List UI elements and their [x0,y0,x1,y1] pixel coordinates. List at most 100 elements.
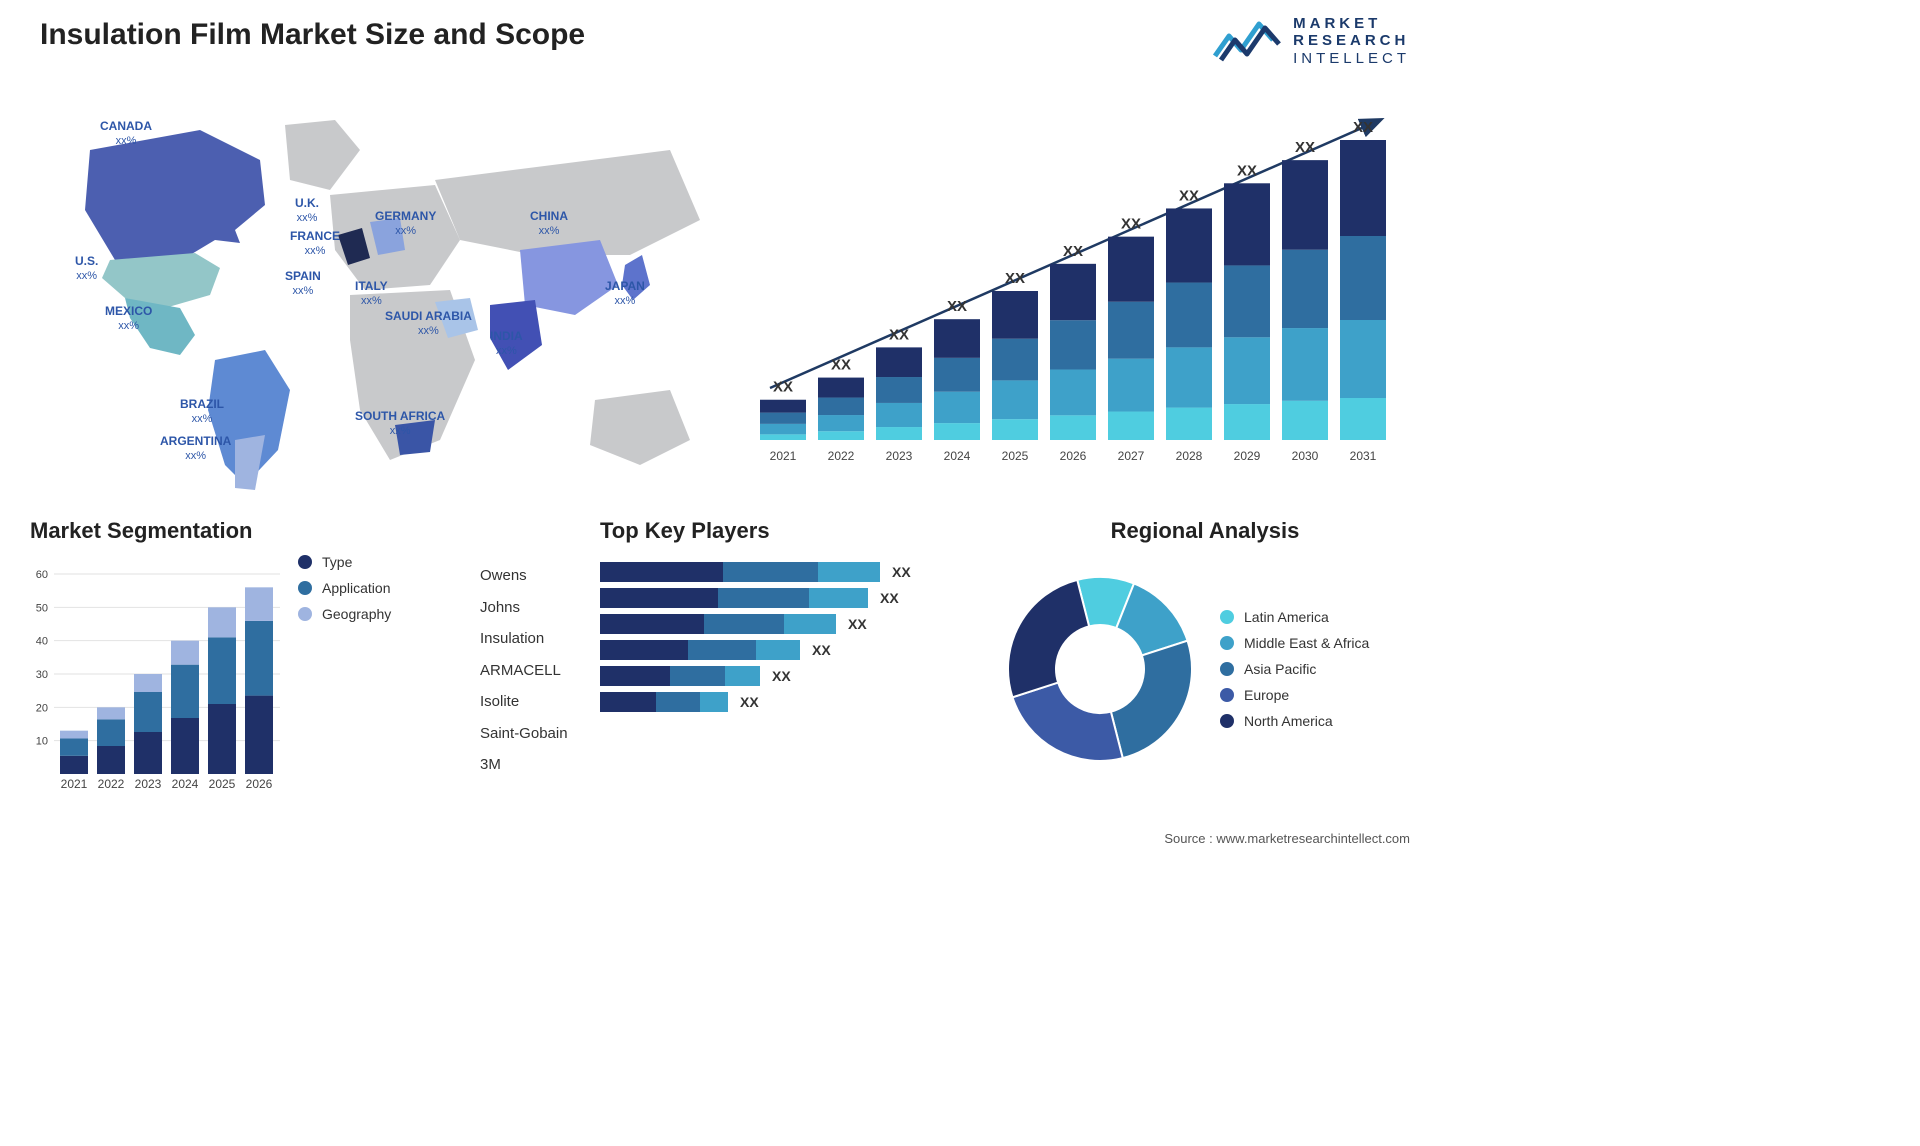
legend-swatch [298,581,312,595]
forecast-bar-seg [992,339,1038,381]
forecast-value-label: XX [1121,216,1141,233]
seg-year-label: 2024 [172,777,199,791]
seg-bar-seg [134,732,162,774]
regional-title: Regional Analysis [1000,518,1410,544]
segmentation-legend: TypeApplicationGeography [298,554,391,622]
page-title: Insulation Film Market Size and Scope [40,18,585,52]
world-map: CANADAxx%U.S.xx%MEXICOxx%BRAZILxx%ARGENT… [30,90,720,490]
seg-bar-seg [245,696,273,774]
seg-bar-seg [171,665,199,718]
forecast-bar-seg [1166,347,1212,407]
map-label: JAPANxx% [605,280,645,308]
legend-label: Europe [1244,687,1289,703]
player-bar-seg [725,666,760,686]
forecast-bar-chart: XX2021XX2022XX2023XX2024XX2025XX2026XX20… [740,110,1410,470]
forecast-bar-seg [1340,398,1386,440]
player-value-label: XX [812,642,831,658]
legend-swatch [298,555,312,569]
player-row: XX [600,588,980,608]
forecast-bar-seg [876,347,922,377]
legend-item: Application [298,580,391,596]
forecast-year-label: 2031 [1350,449,1377,463]
forecast-bar-seg [934,423,980,440]
seg-ytick: 40 [36,636,48,648]
legend-item: North America [1220,713,1369,729]
forecast-bar-seg [992,380,1038,419]
forecast-value-label: XX [1005,270,1025,287]
seg-bar-seg [97,719,125,746]
forecast-bar-seg [1282,401,1328,440]
forecast-bar-seg [1108,237,1154,302]
map-label: ARGENTINAxx% [160,435,231,463]
seg-bar-seg [208,704,236,774]
forecast-bar-seg [1224,337,1270,404]
forecast-bar-seg [934,392,980,423]
forecast-value-label: XX [947,298,967,315]
player-bar-seg [600,614,704,634]
brand-logo: MARKET RESEARCH INTELLECT [1213,15,1410,67]
forecast-bar-seg [818,398,864,415]
player-bar-seg [688,640,756,660]
legend-swatch [1220,636,1234,650]
forecast-year-label: 2027 [1118,449,1145,463]
legend-label: North America [1244,713,1333,729]
player-bar-seg [600,692,656,712]
map-label: CANADAxx% [100,120,152,148]
forecast-bar-seg [876,427,922,440]
logo-mark-icon [1213,16,1283,66]
forecast-bar-seg [1224,404,1270,440]
seg-ytick: 20 [36,702,48,714]
forecast-bar-seg [1050,264,1096,320]
legend-swatch [1220,714,1234,728]
forecast-bar-seg [1224,265,1270,337]
legend-swatch [1220,662,1234,676]
forecast-value-label: XX [1179,187,1199,204]
map-region-usa [102,253,220,308]
player-bar-seg [600,666,670,686]
player-bar [600,640,800,660]
legend-swatch [1220,610,1234,624]
player-bar-seg [600,562,723,582]
forecast-year-label: 2023 [886,449,913,463]
map-label: GERMANYxx% [375,210,436,238]
regional-legend: Latin AmericaMiddle East & AfricaAsia Pa… [1220,609,1369,729]
legend-swatch [1220,688,1234,702]
player-value-label: XX [740,694,759,710]
logo-line2: RESEARCH [1293,32,1410,49]
seg-bar-seg [171,641,199,665]
company-list-item: Isolite [480,686,590,718]
player-bar-seg [670,666,724,686]
seg-year-label: 2026 [246,777,273,791]
seg-ytick: 30 [36,669,48,681]
players-title: Top Key Players [600,518,980,544]
seg-year-label: 2023 [135,777,162,791]
map-label: CHINAxx% [530,210,568,238]
forecast-value-label: XX [889,326,909,343]
player-row: XX [600,614,980,634]
map-region-russia [435,150,700,255]
logo-line1: MARKET [1293,15,1410,32]
map-label: U.K.xx% [295,197,319,225]
segmentation-title: Market Segmentation [30,518,470,544]
seg-year-label: 2022 [98,777,125,791]
legend-label: Latin America [1244,609,1329,625]
player-bar-seg [718,588,809,608]
forecast-value-label: XX [1063,243,1083,260]
forecast-bar-seg [760,434,806,440]
player-row: XX [600,692,980,712]
map-label: FRANCExx% [290,230,340,258]
forecast-bar-seg [1282,160,1328,250]
legend-item: Type [298,554,391,570]
seg-bar-seg [97,746,125,774]
forecast-bar-seg [760,400,806,413]
forecast-bar-seg [1108,302,1154,359]
forecast-year-label: 2029 [1234,449,1261,463]
donut-slice [1008,580,1089,697]
legend-label: Application [322,580,391,596]
player-value-label: XX [772,668,791,684]
player-bar-seg [756,640,800,660]
forecast-bar-seg [1224,183,1270,265]
map-label: SAUDI ARABIAxx% [385,310,472,338]
seg-bar-seg [208,637,236,704]
seg-bar-seg [134,674,162,692]
